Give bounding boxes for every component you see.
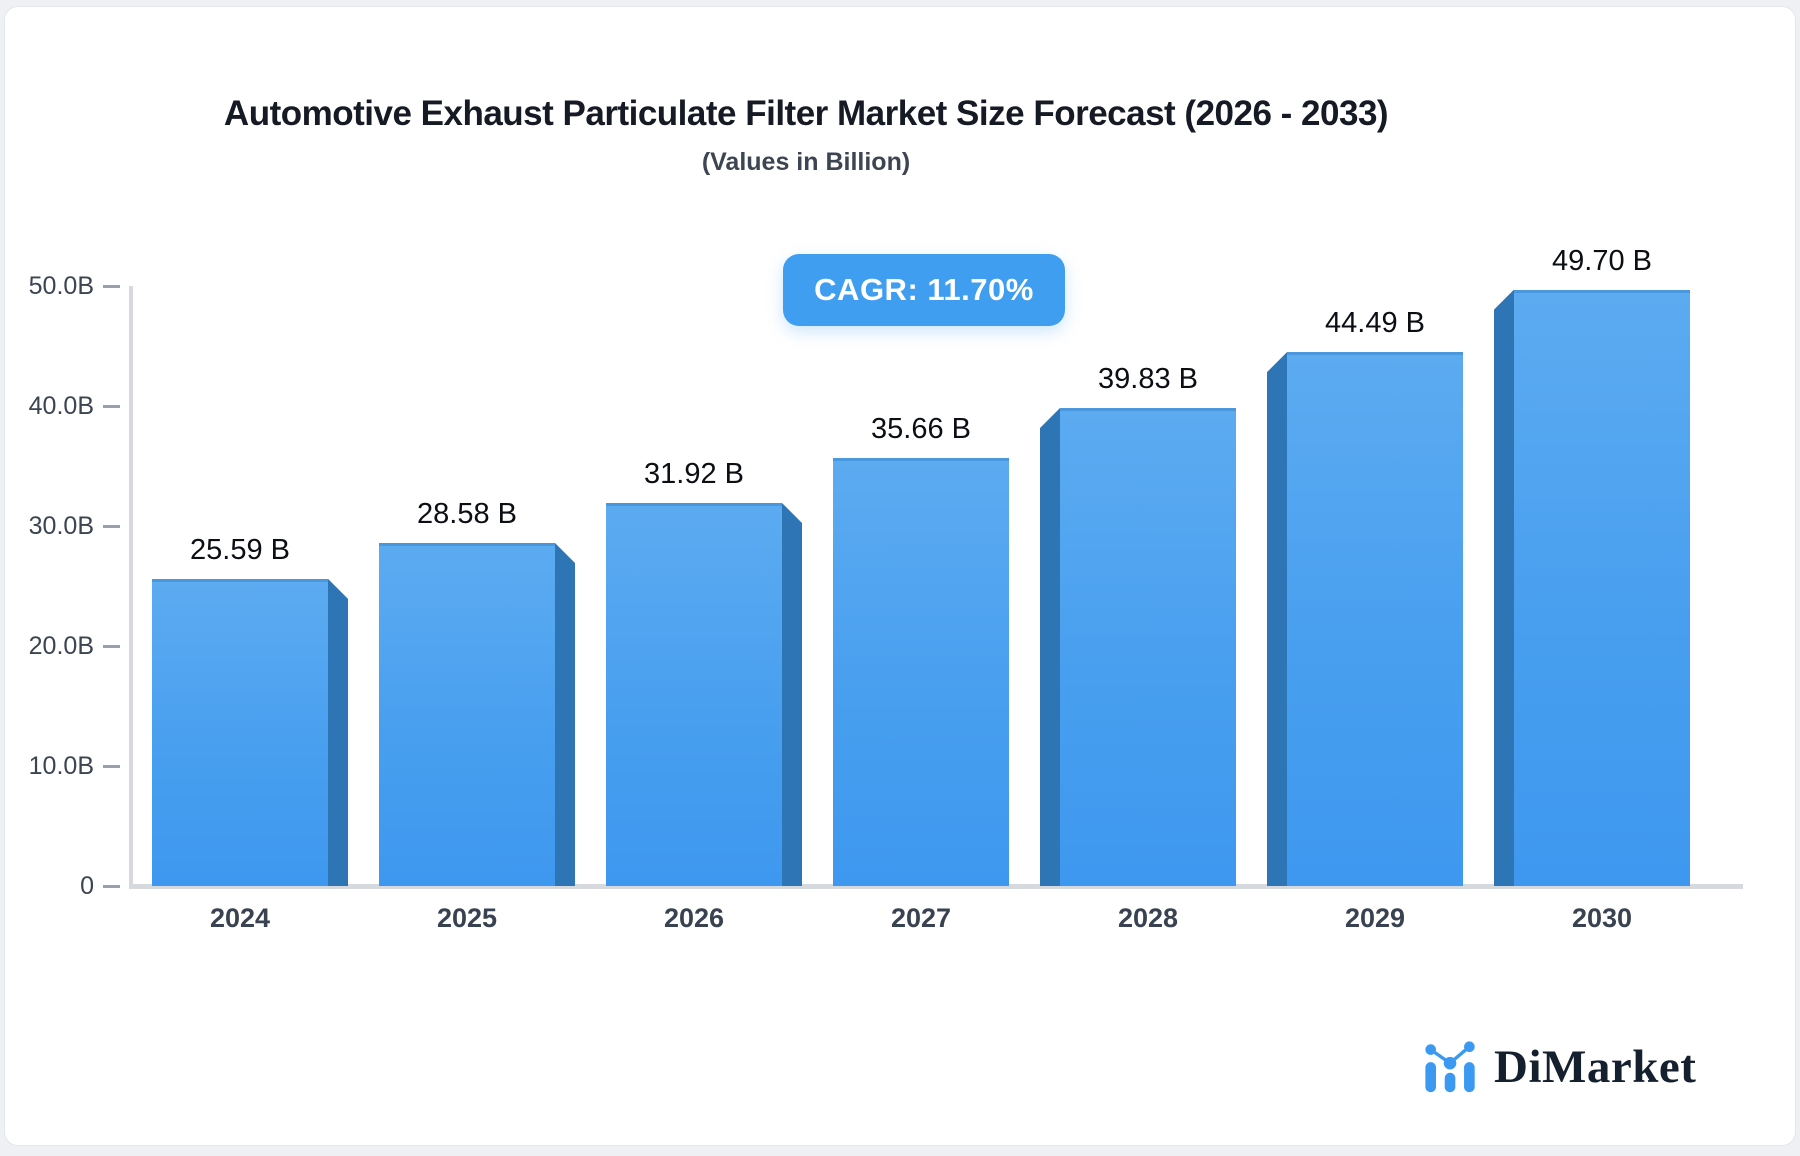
logo-text: DiMarket <box>1494 1041 1697 1093</box>
x-axis-label: 2025 <box>436 903 498 933</box>
x-axis-line <box>129 884 1743 889</box>
bar[interactable] <box>379 543 555 886</box>
y-tick-label: 10.0B <box>28 752 94 780</box>
y-tick-label: 40.0B <box>28 392 94 420</box>
y-tick-label: 50.0B <box>28 272 94 300</box>
bar[interactable] <box>1514 289 1690 886</box>
bar[interactable] <box>606 502 782 886</box>
y-tick-dash <box>103 645 120 648</box>
bar-line-chart-icon <box>1425 1041 1475 1093</box>
bar-3d-side <box>782 502 802 886</box>
bar-3d-side <box>555 543 575 886</box>
y-tick-dash <box>103 525 120 528</box>
y-tick-label: 20.0B <box>28 632 94 660</box>
bar-3d-side <box>1267 352 1287 886</box>
bar-3d-side <box>1494 289 1514 886</box>
bar-value-label: 25.59 B <box>190 533 290 566</box>
y-tick-label: 30.0B <box>28 512 94 540</box>
bar-value-label: 49.70 B <box>1552 244 1652 277</box>
bar-value-label: 35.66 B <box>871 413 971 446</box>
bar-3d-side <box>1040 408 1060 886</box>
bar-value-label: 44.49 B <box>1325 307 1425 340</box>
y-tick-dash <box>103 285 120 288</box>
bar-value-label: 31.92 B <box>644 457 744 490</box>
x-axis-label: 2026 <box>663 903 725 933</box>
y-axis-line <box>129 286 133 888</box>
y-tick-dash <box>103 765 120 768</box>
x-axis-label: 2024 <box>209 903 271 933</box>
x-axis-label: 2028 <box>1117 903 1179 933</box>
bar-3d-side <box>328 578 348 886</box>
x-axis-label: 2030 <box>1571 903 1633 933</box>
cagr-badge-label: CAGR: 11.70% <box>814 272 1034 307</box>
x-axis-label: 2027 <box>890 903 952 933</box>
bar[interactable] <box>1060 408 1236 886</box>
bar-value-label: 39.83 B <box>1098 363 1198 396</box>
bar[interactable] <box>152 578 328 886</box>
chart-title: Automotive Exhaust Particulate Filter Ma… <box>223 94 1389 133</box>
logo: DiMarket <box>1422 1038 1696 1096</box>
x-axis-label: 2029 <box>1344 903 1406 933</box>
bar[interactable] <box>833 458 1009 886</box>
bar-value-label: 28.58 B <box>417 498 517 531</box>
y-tick-dash <box>103 405 120 408</box>
y-tick-dash <box>103 885 120 888</box>
chart-subtitle: (Values in Billion) <box>701 148 911 176</box>
y-tick-label: 0 <box>80 872 94 900</box>
cagr-badge: CAGR: 11.70% <box>783 254 1065 326</box>
bar[interactable] <box>1287 352 1463 886</box>
